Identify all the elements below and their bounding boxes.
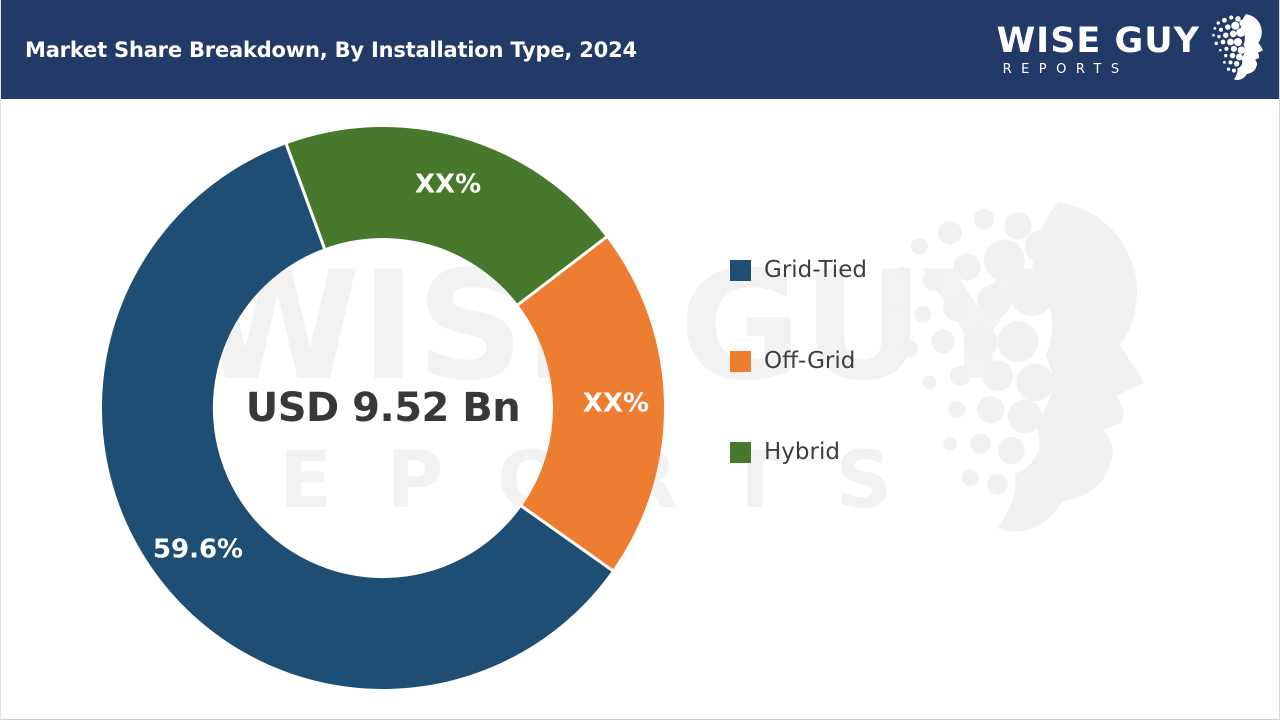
donut-slice-off-grid: [518, 237, 665, 571]
chart-title: Market Share Breakdown, By Installation …: [25, 37, 637, 62]
slice-label-off-grid: XX%: [583, 389, 649, 419]
slice-label-grid-tied: 59.6%: [153, 535, 243, 565]
slice-separator: [520, 504, 615, 573]
slice-separator: [516, 235, 608, 307]
donut-slice-hybrid: [286, 126, 607, 305]
legend-label: Hybrid: [764, 439, 840, 465]
header-bar: Market Share Breakdown, By Installation …: [0, 0, 1280, 99]
logo-wordmark: WISE GUY: [996, 20, 1200, 61]
chart-legend: Grid-Tied Off-Grid Hybrid: [730, 256, 867, 466]
legend-item-hybrid: Hybrid: [730, 438, 867, 466]
wiseguy-logo: WISE GUY REPORTS: [997, 0, 1272, 99]
legend-label: Off-Grid: [764, 348, 856, 374]
legend-item-off-grid: Off-Grid: [730, 347, 867, 375]
logo-head-icon: [1212, 14, 1264, 81]
donut-center-value: USD 9.52 Bn: [245, 385, 521, 431]
legend-item-grid-tied: Grid-Tied: [730, 256, 867, 284]
donut-slice-grid-tied: [101, 144, 613, 690]
logo-subtitle: REPORTS: [1002, 61, 1129, 77]
legend-swatch-off-grid: [730, 350, 751, 372]
slice-separator: [284, 142, 327, 250]
logo-text: WISE GUY REPORTS: [996, 20, 1200, 77]
slice-label-hybrid: XX%: [415, 169, 481, 199]
legend-label: Grid-Tied: [764, 257, 867, 283]
legend-swatch-hybrid: [730, 441, 751, 463]
legend-swatch-grid-tied: [730, 259, 751, 281]
